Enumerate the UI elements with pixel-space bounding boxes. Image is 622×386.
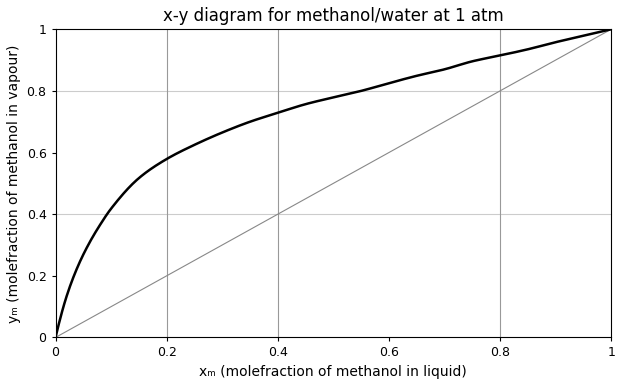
Y-axis label: yₘ (molefraction of methanol in vapour): yₘ (molefraction of methanol in vapour): [7, 44, 21, 323]
X-axis label: xₘ (molefraction of methanol in liquid): xₘ (molefraction of methanol in liquid): [200, 365, 467, 379]
Title: x-y diagram for methanol/water at 1 atm: x-y diagram for methanol/water at 1 atm: [163, 7, 504, 25]
